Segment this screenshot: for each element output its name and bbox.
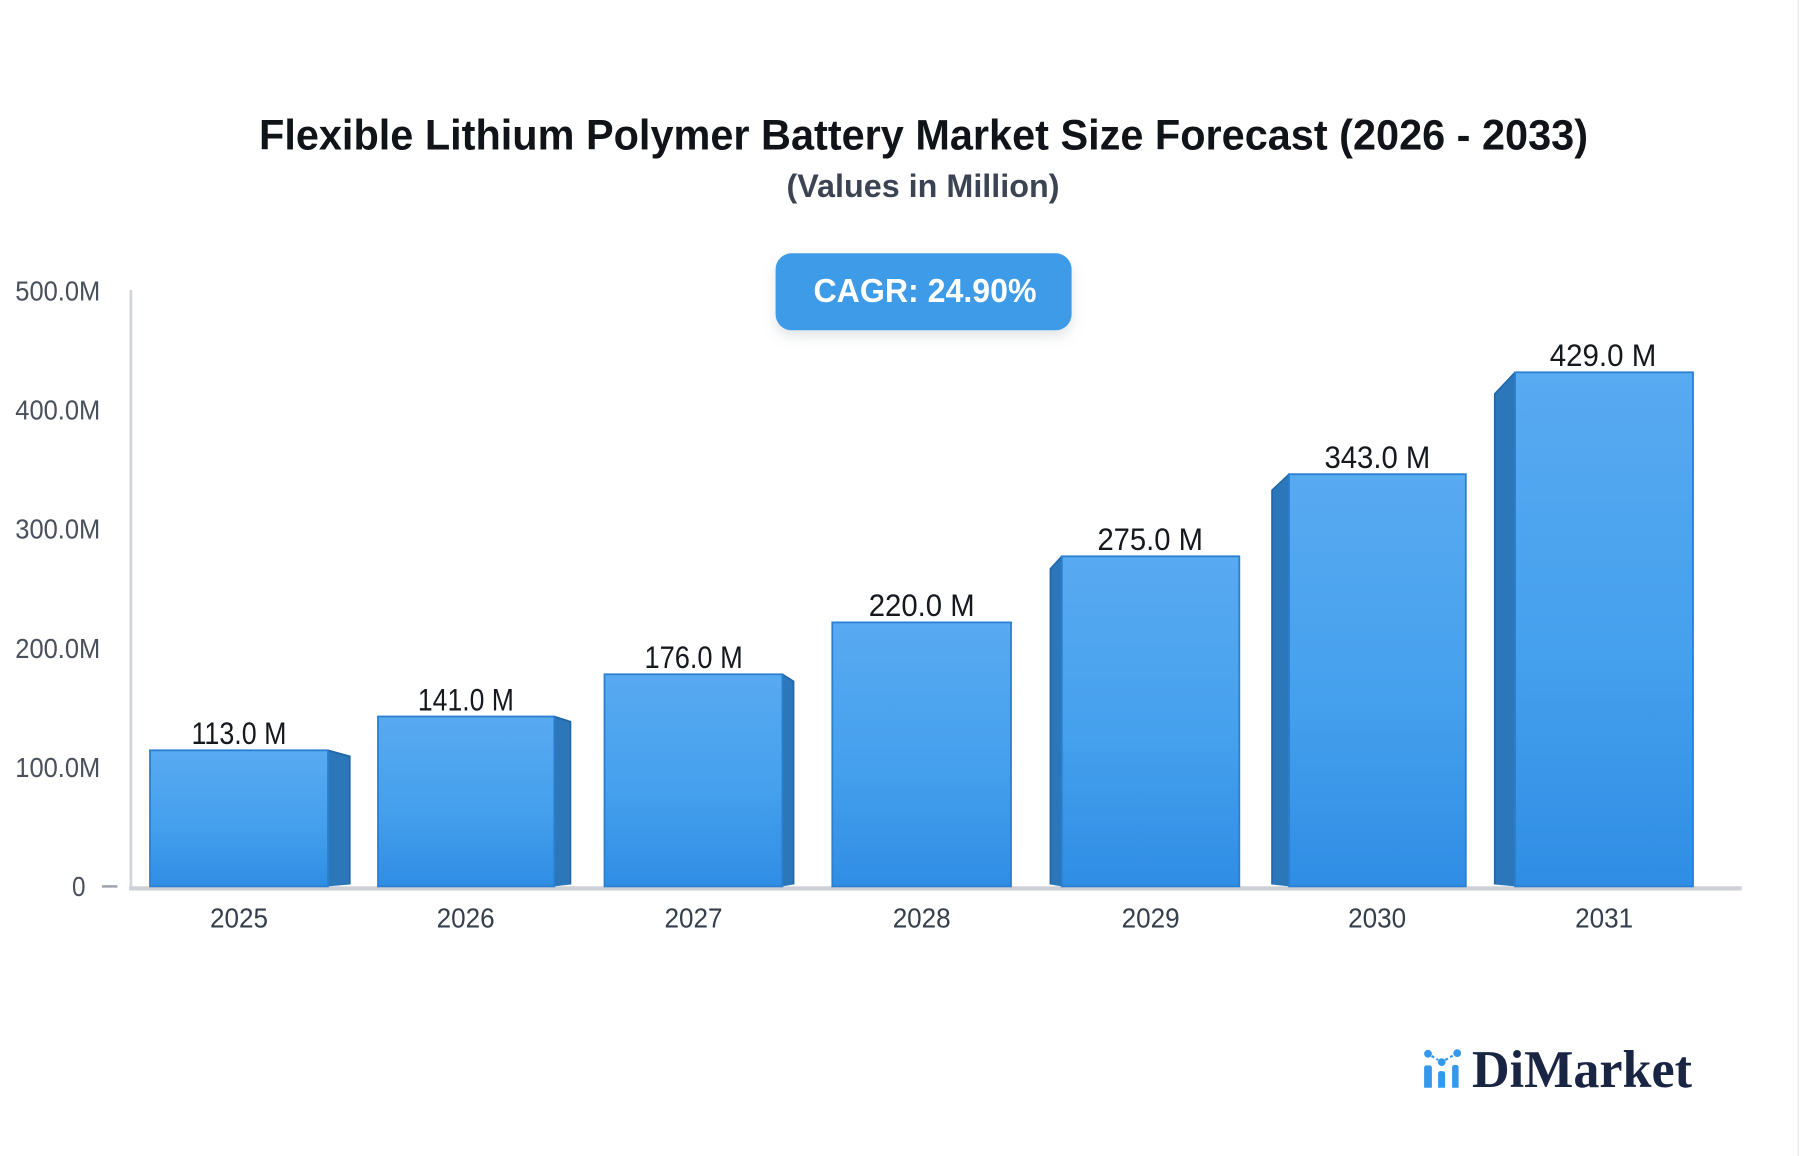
svg-text:141.0 M: 141.0 M	[418, 681, 514, 717]
svg-text:500.0M: 500.0M	[15, 275, 100, 306]
svg-text:0: 0	[72, 871, 86, 902]
svg-text:2030: 2030	[1348, 903, 1406, 934]
svg-text:300.0M: 300.0M	[15, 514, 100, 545]
svg-text:2029: 2029	[1122, 903, 1180, 934]
svg-text:100.0M: 100.0M	[15, 752, 100, 783]
svg-text:275.0 M: 275.0 M	[1097, 521, 1203, 557]
svg-text:CAGR: 24.90%: CAGR: 24.90%	[814, 272, 1037, 309]
svg-text:200.0M: 200.0M	[15, 633, 100, 664]
svg-text:(Values in Million): (Values in Million)	[787, 168, 1060, 204]
svg-text:DiMarket: DiMarket	[1472, 1041, 1692, 1099]
svg-text:2027: 2027	[665, 903, 723, 934]
svg-text:2026: 2026	[437, 903, 495, 934]
svg-text:176.0 M: 176.0 M	[644, 639, 742, 675]
svg-text:220.0 M: 220.0 M	[869, 587, 975, 623]
svg-text:2031: 2031	[1575, 903, 1633, 934]
svg-text:343.0 M: 343.0 M	[1324, 439, 1430, 475]
svg-text:400.0M: 400.0M	[15, 395, 100, 426]
svg-text:2028: 2028	[893, 903, 951, 934]
svg-text:429.0 M: 429.0 M	[1550, 337, 1657, 373]
svg-text:2025: 2025	[210, 903, 268, 934]
svg-text:Flexible Lithium Polymer Batte: Flexible Lithium Polymer Battery Market …	[259, 111, 1588, 159]
svg-text:113.0 M: 113.0 M	[192, 715, 287, 751]
